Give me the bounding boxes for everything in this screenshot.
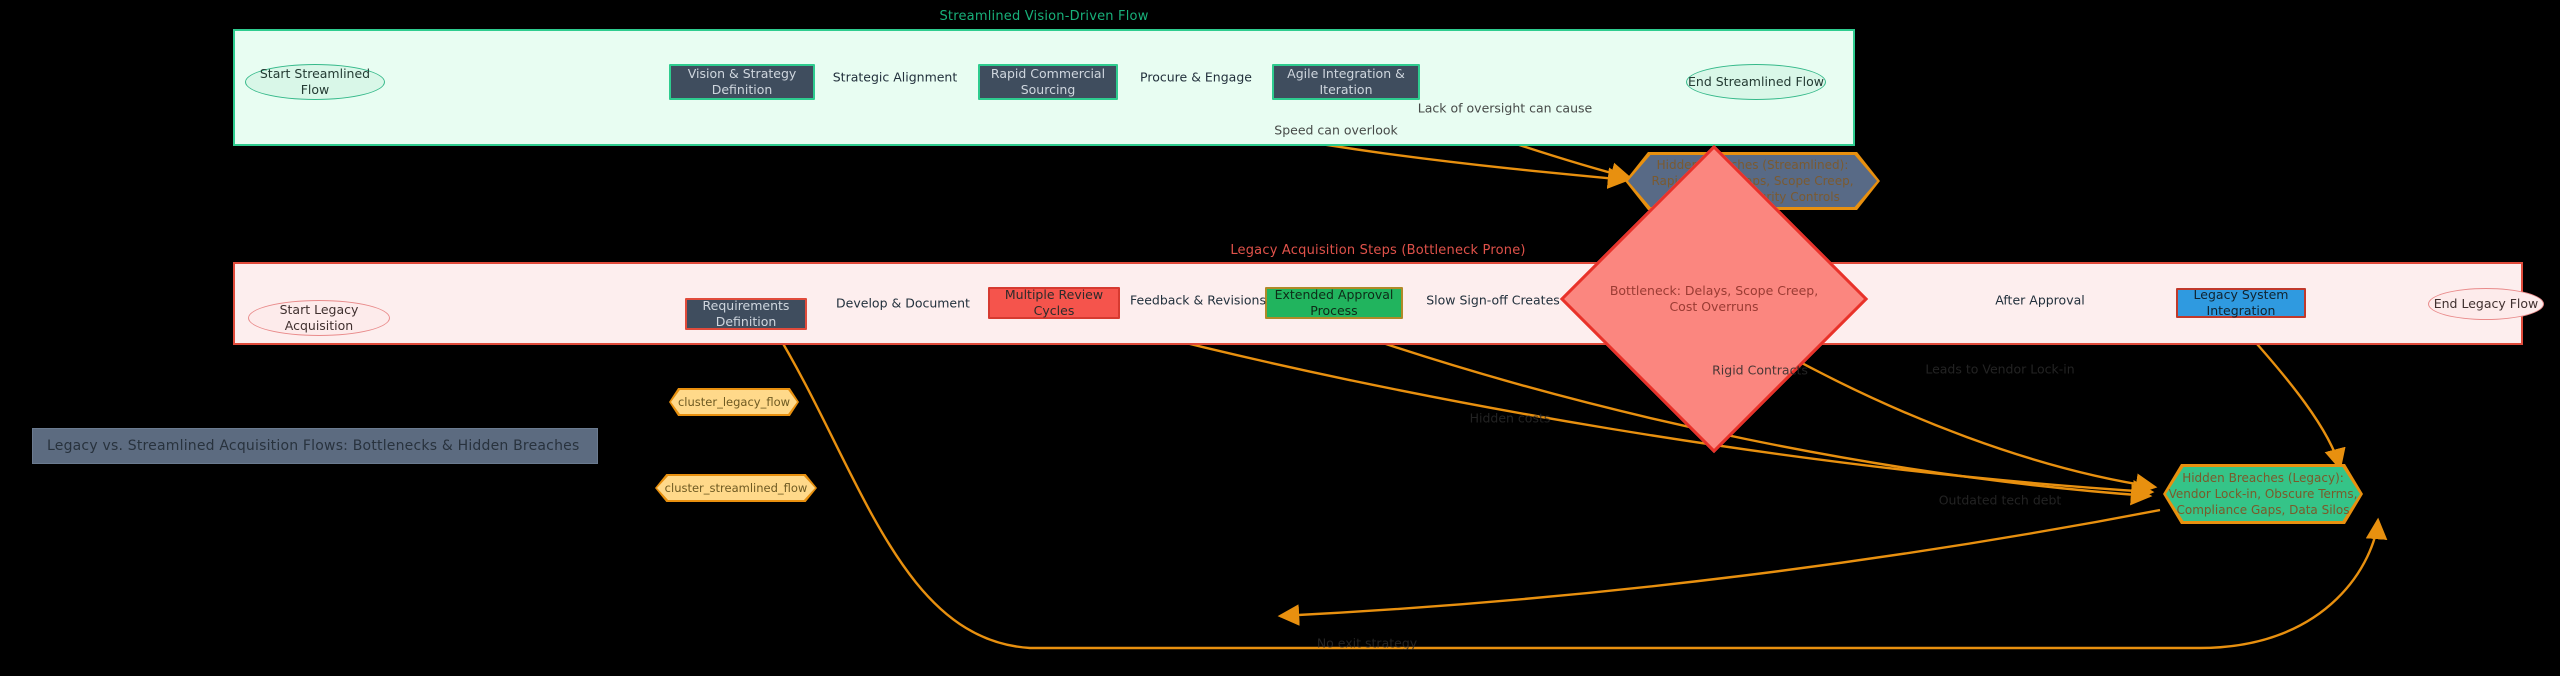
diagram-title: Legacy vs. Streamlined Acquisition Flows… <box>32 428 598 464</box>
edge-bottleneck-to-breach-legacy <box>1759 338 2158 495</box>
node-legacy-system-integration[interactable]: Legacy System Integration <box>2176 287 2306 318</box>
chip-cluster-legacy-flow[interactable]: cluster_legacy_flow <box>669 388 799 416</box>
chip-cluster-legacy-flow-label: cluster_legacy_flow <box>677 395 791 409</box>
node-rapid-commercial-sourcing[interactable]: Rapid Commercial Sourcing <box>978 64 1118 100</box>
chip-cluster-streamlined-flow[interactable]: cluster_streamlined_flow <box>655 474 817 502</box>
node-vision-strategy-definition[interactable]: Vision & Strategy Definition <box>669 64 815 100</box>
node-start-streamlined-flow[interactable]: Start Streamlined Flow <box>245 64 385 100</box>
cluster-legacy-title: Legacy Acquisition Steps (Bottleneck Pro… <box>1230 243 1526 258</box>
node-agile-integration-iteration[interactable]: Agile Integration & Iteration <box>1272 64 1420 100</box>
edge-label-lack-of-oversight: Lack of oversight can cause <box>1417 100 1593 116</box>
node-end-streamlined-flow[interactable]: End Streamlined Flow <box>1686 64 1826 100</box>
edge-requirements-to-breach-legacy <box>773 329 2388 650</box>
node-bottleneck-delays[interactable]: Bottleneck: Delays, Scope Creep, Cost Ov… <box>1559 144 1869 454</box>
edge-label-strategic-alignment: Strategic Alignment <box>832 69 958 85</box>
edge-label-leads-to-vendor-lock-in: Leads to Vendor Lock-in <box>1925 361 2075 377</box>
cluster-streamlined-title: Streamlined Vision-Driven Flow <box>939 9 1149 24</box>
hidden-breaches-legacy-label: Hidden Breaches (Legacy): Vendor Lock-in… <box>2168 470 2358 518</box>
edge-label-outdated-tech-debt: Outdated tech debt <box>1938 492 2062 508</box>
edge-integration-to-breach-legacy <box>2239 324 2346 471</box>
node-start-legacy-acquisition[interactable]: Start Legacy Acquisition <box>248 300 390 336</box>
node-end-legacy-flow[interactable]: End Legacy Flow <box>2428 288 2544 320</box>
node-multiple-review-cycles[interactable]: Multiple Review Cycles <box>988 287 1120 319</box>
edge-breach-legacy-loop <box>1277 508 2161 626</box>
diagram-title-text: Legacy vs. Streamlined Acquisition Flows… <box>47 438 580 454</box>
node-hidden-breaches-legacy[interactable]: Hidden Breaches (Legacy): Vendor Lock-in… <box>2163 464 2363 524</box>
chip-cluster-streamlined-flow-label: cluster_streamlined_flow <box>664 481 808 495</box>
edge-label-hidden-costs: Hidden costs <box>1469 410 1551 426</box>
node-requirements-definition[interactable]: Requirements Definition <box>685 298 807 330</box>
edge-label-develop-document: Develop & Document <box>836 295 970 311</box>
edge-label-rigid-contracts: Rigid Contracts <box>1712 362 1808 378</box>
bottleneck-label: Bottleneck: Delays, Scope Creep, Cost Ov… <box>1609 282 1819 314</box>
edge-approval-to-breach-legacy <box>1329 323 2153 506</box>
edge-label-feedback-revisions: Feedback & Revisions <box>1130 292 1266 308</box>
edge-label-speed-can-overlook: Speed can overlook <box>1274 122 1398 138</box>
chip-fill: cluster_streamlined_flow <box>657 476 815 500</box>
edge-label-procure-engage: Procure & Engage <box>1140 69 1252 85</box>
edge-label-after-approval: After Approval <box>1995 292 2085 308</box>
chip-fill: cluster_legacy_flow <box>671 390 797 414</box>
node-extended-approval-process[interactable]: Extended Approval Process <box>1265 287 1403 319</box>
hex-fill <box>2166 467 2360 521</box>
edge-label-slow-signoff: Slow Sign-off Creates <box>1426 292 1560 308</box>
edge-label-no-exit-strategy: No exit strategy <box>1316 635 1418 651</box>
